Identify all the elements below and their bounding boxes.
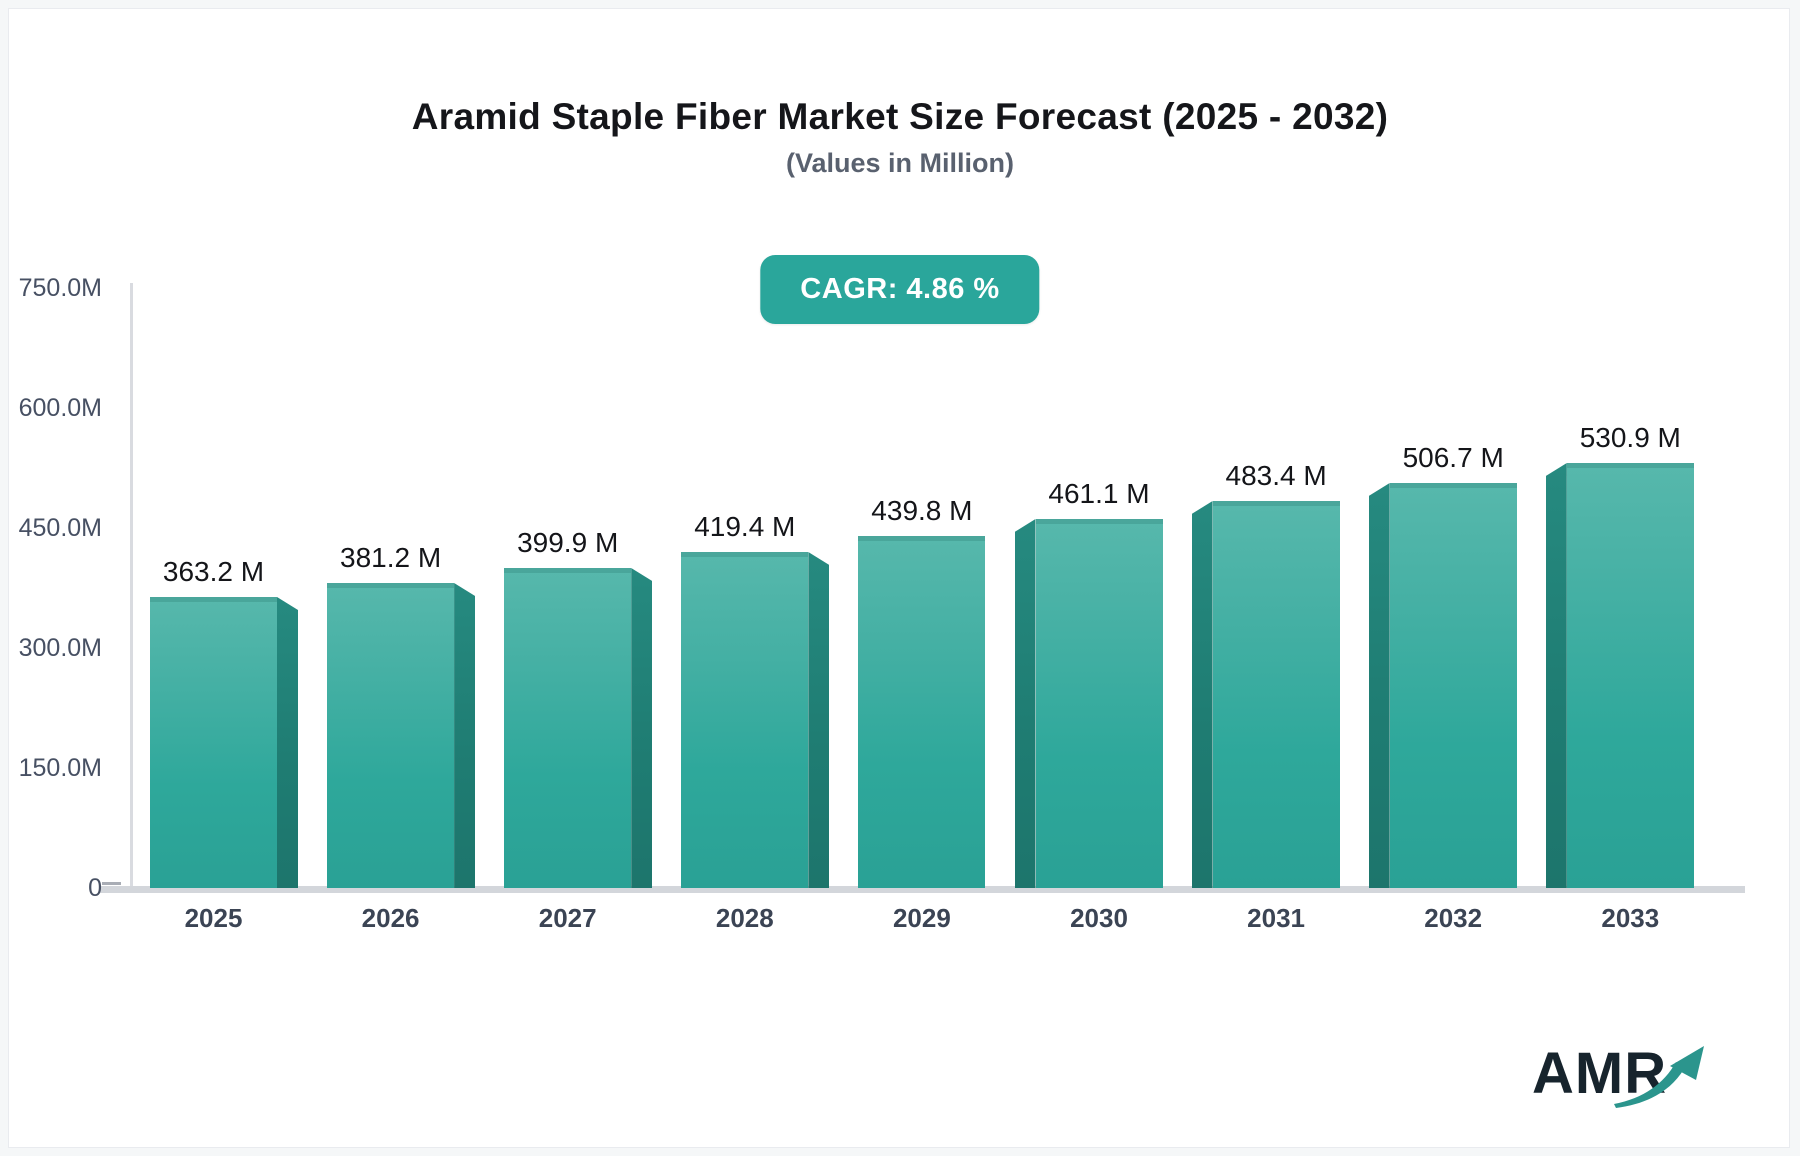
bar-2026[interactable] [327, 583, 455, 888]
x-label-2030: 2030 [1070, 903, 1128, 933]
bar-2033[interactable] [1566, 463, 1694, 888]
y-tick-600: 600.0M [18, 394, 102, 422]
growth-arrow-icon [1614, 1046, 1704, 1108]
bar-value-2029: 439.8 M [871, 495, 973, 526]
x-label-2027: 2027 [538, 903, 597, 933]
bar-value-2026: 381.2 M [340, 542, 442, 573]
y-tick-0: 0 [88, 874, 102, 902]
x-label-2026: 2026 [361, 903, 420, 933]
bar-value-2032: 506.7 M [1402, 442, 1504, 473]
zero-tick-mark [102, 882, 121, 885]
bar-2029[interactable] [858, 536, 986, 888]
x-axis-line [100, 886, 1745, 893]
bar-side-2028 [808, 552, 830, 888]
bar-2028[interactable] [681, 552, 809, 888]
bar-value-2028: 419.4 M [694, 511, 796, 542]
cagr-badge: CAGR: 4.86 % [760, 255, 1040, 324]
chart-title: Aramid Staple Fiber Market Size Forecast… [411, 96, 1389, 137]
bar-value-2033: 530.9 M [1579, 422, 1681, 453]
bar-side-2030 [1014, 519, 1036, 888]
bar-2032[interactable] [1389, 483, 1517, 888]
y-tick-150: 150.0M [18, 754, 102, 782]
bar-2025[interactable] [150, 597, 277, 888]
bar-value-2030: 461.1 M [1048, 478, 1150, 509]
bar-2027[interactable] [504, 568, 632, 888]
bar-side-2025 [277, 597, 298, 888]
bar-value-2031: 483.4 M [1225, 460, 1327, 491]
x-label-2029: 2029 [892, 903, 951, 933]
bar-side-2031 [1191, 501, 1213, 888]
bar-2030[interactable] [1035, 519, 1163, 888]
bar-side-2033 [1545, 463, 1567, 888]
chart-subtitle: (Values in Million) [785, 148, 1015, 178]
x-label-2025: 2025 [184, 903, 243, 933]
bar-side-2032 [1368, 483, 1390, 888]
amr-logo: AMR [1528, 1028, 1798, 1128]
bar-side-2027 [631, 568, 653, 888]
bar-2031[interactable] [1212, 501, 1340, 888]
bar-value-2025: 363.2 M [162, 556, 265, 587]
x-label-2031: 2031 [1247, 903, 1306, 933]
bar-side-2026 [454, 583, 476, 888]
x-label-2032: 2032 [1424, 903, 1483, 933]
y-tick-750: 750.0M [18, 274, 102, 302]
x-label-2028: 2028 [715, 903, 774, 933]
y-tick-300: 300.0M [18, 634, 102, 662]
bar-value-2027: 399.9 M [517, 527, 619, 558]
y-axis-line [130, 283, 133, 892]
x-label-2033: 2033 [1601, 903, 1660, 933]
y-tick-450: 450.0M [18, 514, 102, 542]
